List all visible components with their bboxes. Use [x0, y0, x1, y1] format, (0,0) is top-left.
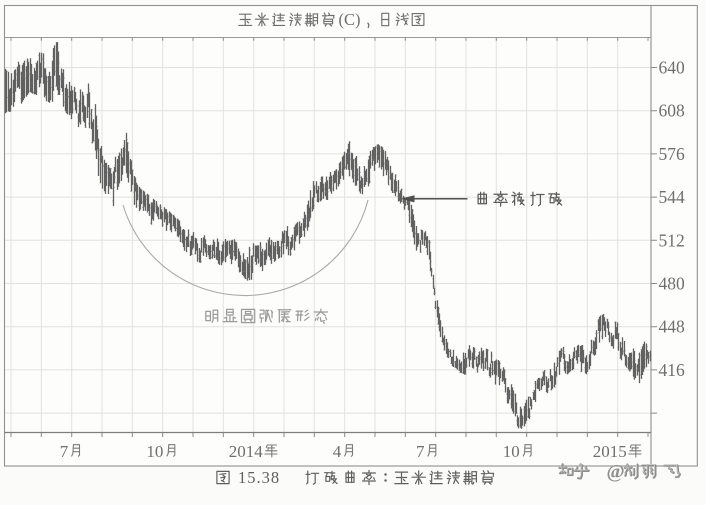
- svg-text:544: 544: [659, 187, 686, 207]
- svg-text:15.38: 15.38: [238, 468, 280, 487]
- svg-text:2015: 2015: [593, 442, 627, 461]
- svg-text:10: 10: [146, 442, 163, 461]
- svg-text:512: 512: [659, 230, 685, 250]
- svg-text:@: @: [607, 462, 625, 483]
- svg-text:640: 640: [659, 58, 686, 78]
- svg-text:480: 480: [659, 274, 686, 294]
- svg-text:4: 4: [333, 442, 342, 461]
- svg-text:7: 7: [60, 442, 69, 461]
- svg-text:576: 576: [659, 144, 686, 164]
- svg-text:416: 416: [659, 360, 686, 380]
- svg-text:7: 7: [416, 442, 425, 461]
- svg-text:10: 10: [503, 442, 520, 461]
- svg-text:608: 608: [659, 101, 686, 121]
- svg-text:448: 448: [659, 317, 686, 337]
- svg-text:2014: 2014: [229, 442, 263, 461]
- svg-text:(C): (C): [339, 10, 361, 29]
